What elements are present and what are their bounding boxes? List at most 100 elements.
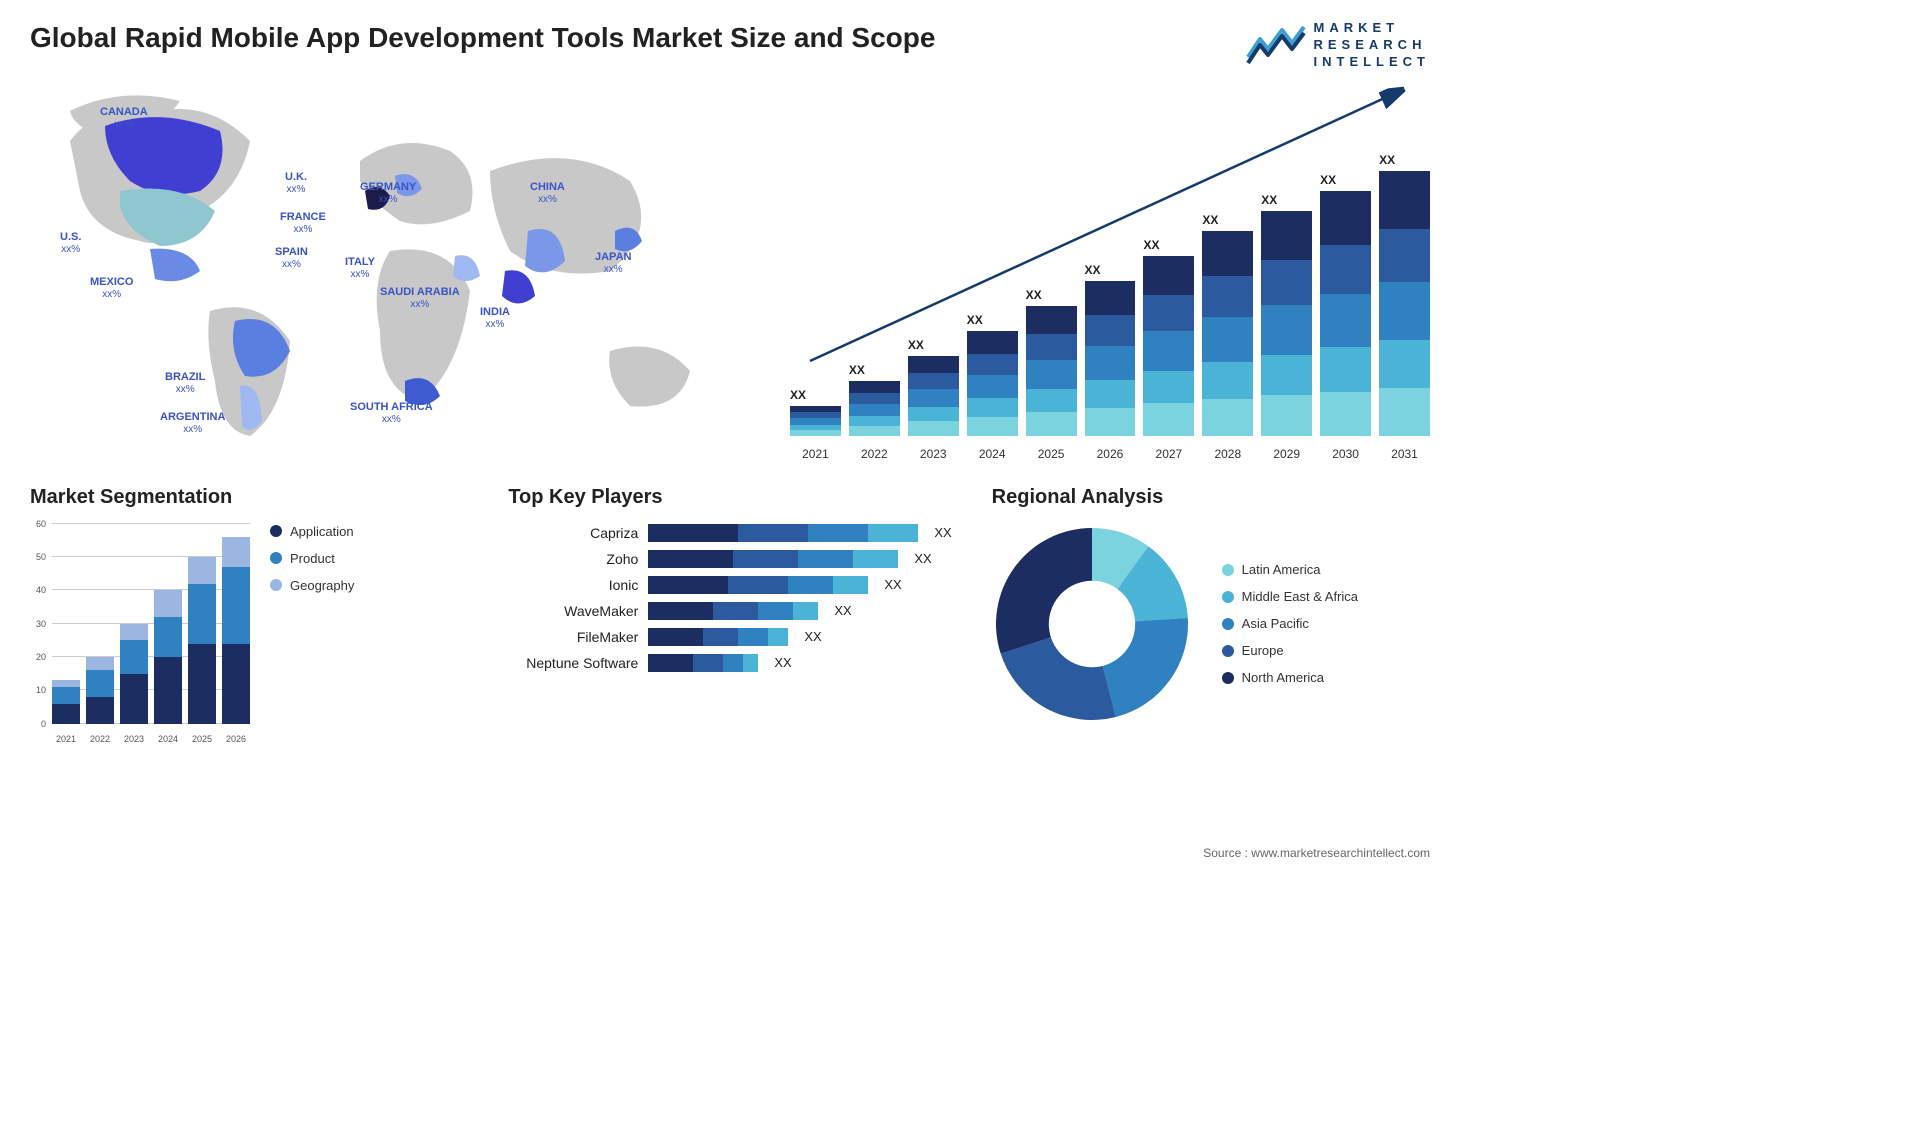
- big-bar-segment: [849, 393, 900, 404]
- reg-legend-item: Europe: [1222, 643, 1358, 658]
- big-bar: XX: [1320, 191, 1371, 436]
- key-players-title: Top Key Players: [508, 486, 951, 509]
- map-callout: MEXICOxx%: [90, 276, 133, 301]
- kp-segment: [648, 602, 713, 620]
- big-bar-segment: [1143, 331, 1194, 371]
- big-bar-segment: [1026, 412, 1077, 435]
- big-x-label: 2028: [1202, 447, 1253, 461]
- map-callout: GERMANYxx%: [360, 181, 416, 206]
- big-x-label: 2021: [790, 447, 841, 461]
- brand-logo: MARKET RESEARCH INTELLECT: [1246, 20, 1431, 71]
- big-bars-container: XXXXXXXXXXXXXXXXXXXXXX: [790, 156, 1430, 436]
- kp-bar: [648, 550, 898, 568]
- big-x-label: 2030: [1320, 447, 1371, 461]
- seg-bar-segment: [188, 557, 216, 584]
- seg-bar-segment: [52, 704, 80, 724]
- seg-bar-segment: [52, 687, 80, 704]
- big-bar: XX: [790, 406, 841, 436]
- big-bar-value: XX: [1379, 153, 1395, 167]
- map-callout: U.K.xx%: [285, 171, 307, 196]
- big-bar-segment: [908, 407, 959, 421]
- seg-bar-segment: [222, 644, 250, 724]
- reg-legend-item: Asia Pacific: [1222, 616, 1358, 631]
- big-bar: XX: [849, 381, 900, 436]
- kp-row: Capriza XX: [508, 524, 951, 542]
- seg-bar: [154, 590, 182, 723]
- big-bar-value: XX: [908, 338, 924, 352]
- seg-bar-segment: [222, 567, 250, 644]
- seg-bar-segment: [86, 670, 114, 697]
- regional-legend: Latin AmericaMiddle East & AfricaAsia Pa…: [1222, 562, 1358, 685]
- key-players-panel: Top Key Players CaprizaXXZohoXXIonicXXWa…: [508, 486, 951, 766]
- map-callout: U.S.xx%: [60, 231, 81, 256]
- kp-segment: [798, 550, 853, 568]
- kp-segment: [648, 524, 738, 542]
- seg-y-tick: 30: [36, 619, 46, 629]
- map-callout: INDIAxx%: [480, 306, 510, 331]
- swatch-icon: [1222, 564, 1234, 576]
- big-bar: XX: [1143, 256, 1194, 436]
- seg-bars: [52, 524, 250, 724]
- big-x-label: 2024: [967, 447, 1018, 461]
- big-x-label: 2027: [1143, 447, 1194, 461]
- big-bar-segment: [1379, 282, 1430, 340]
- big-bar-segment: [908, 356, 959, 374]
- big-bar-segment: [908, 421, 959, 435]
- kp-segment: [648, 550, 733, 568]
- big-x-label: 2029: [1261, 447, 1312, 461]
- kp-name: Capriza: [508, 525, 638, 541]
- map-callout: CANADAxx%: [100, 106, 148, 131]
- seg-legend-label: Product: [290, 551, 335, 566]
- big-bar-segment: [1085, 346, 1136, 380]
- big-bar-segment: [1379, 229, 1430, 282]
- seg-bar-segment: [188, 644, 216, 724]
- seg-legend-item: Application: [270, 524, 354, 539]
- big-bar-segment: [967, 354, 1018, 375]
- seg-bar: [120, 624, 148, 724]
- swatch-icon: [270, 552, 282, 564]
- seg-bar-segment: [154, 617, 182, 657]
- big-x-label: 2022: [849, 447, 900, 461]
- big-bar: XX: [1085, 281, 1136, 436]
- big-bar-segment: [1261, 305, 1312, 355]
- big-bar-segment: [1026, 360, 1077, 389]
- kp-segment: [738, 524, 808, 542]
- big-bar: XX: [908, 356, 959, 436]
- seg-bar: [86, 657, 114, 724]
- big-bar-segment: [1202, 276, 1253, 317]
- seg-legend-item: Geography: [270, 578, 354, 593]
- big-bar-value: XX: [1320, 173, 1336, 187]
- reg-legend-label: Middle East & Africa: [1242, 589, 1358, 604]
- big-bar-segment: [1143, 403, 1194, 435]
- kp-bar: [648, 576, 868, 594]
- swatch-icon: [270, 525, 282, 537]
- big-bar-segment: [967, 398, 1018, 417]
- big-bar: XX: [1261, 211, 1312, 436]
- big-bar-segment: [849, 426, 900, 436]
- kp-segment: [733, 550, 798, 568]
- big-bar-segment: [967, 375, 1018, 398]
- big-x-label: 2026: [1085, 447, 1136, 461]
- big-bar-segment: [1085, 408, 1136, 436]
- seg-x-label: 2023: [120, 734, 148, 744]
- kp-segment: [738, 628, 768, 646]
- kp-segment: [693, 654, 723, 672]
- big-bar-segment: [1261, 211, 1312, 261]
- seg-y-tick: 20: [36, 652, 46, 662]
- kp-segment: [648, 628, 703, 646]
- kp-segment: [758, 602, 793, 620]
- map-callout: CHINAxx%: [530, 181, 565, 206]
- kp-segment: [853, 550, 898, 568]
- kp-bar: [648, 524, 918, 542]
- kp-row: Neptune SoftwareXX: [508, 654, 951, 672]
- big-bar-segment: [1143, 295, 1194, 331]
- big-x-label: 2025: [1026, 447, 1077, 461]
- big-bar-value: XX: [849, 363, 865, 377]
- big-bar-segment: [849, 416, 900, 426]
- seg-legend-label: Application: [290, 524, 354, 539]
- logo-text-3: INTELLECT: [1314, 54, 1431, 71]
- kp-value: XX: [774, 655, 791, 670]
- kp-value: XX: [934, 525, 951, 540]
- kp-segment: [793, 602, 818, 620]
- kp-row: WaveMakerXX: [508, 602, 951, 620]
